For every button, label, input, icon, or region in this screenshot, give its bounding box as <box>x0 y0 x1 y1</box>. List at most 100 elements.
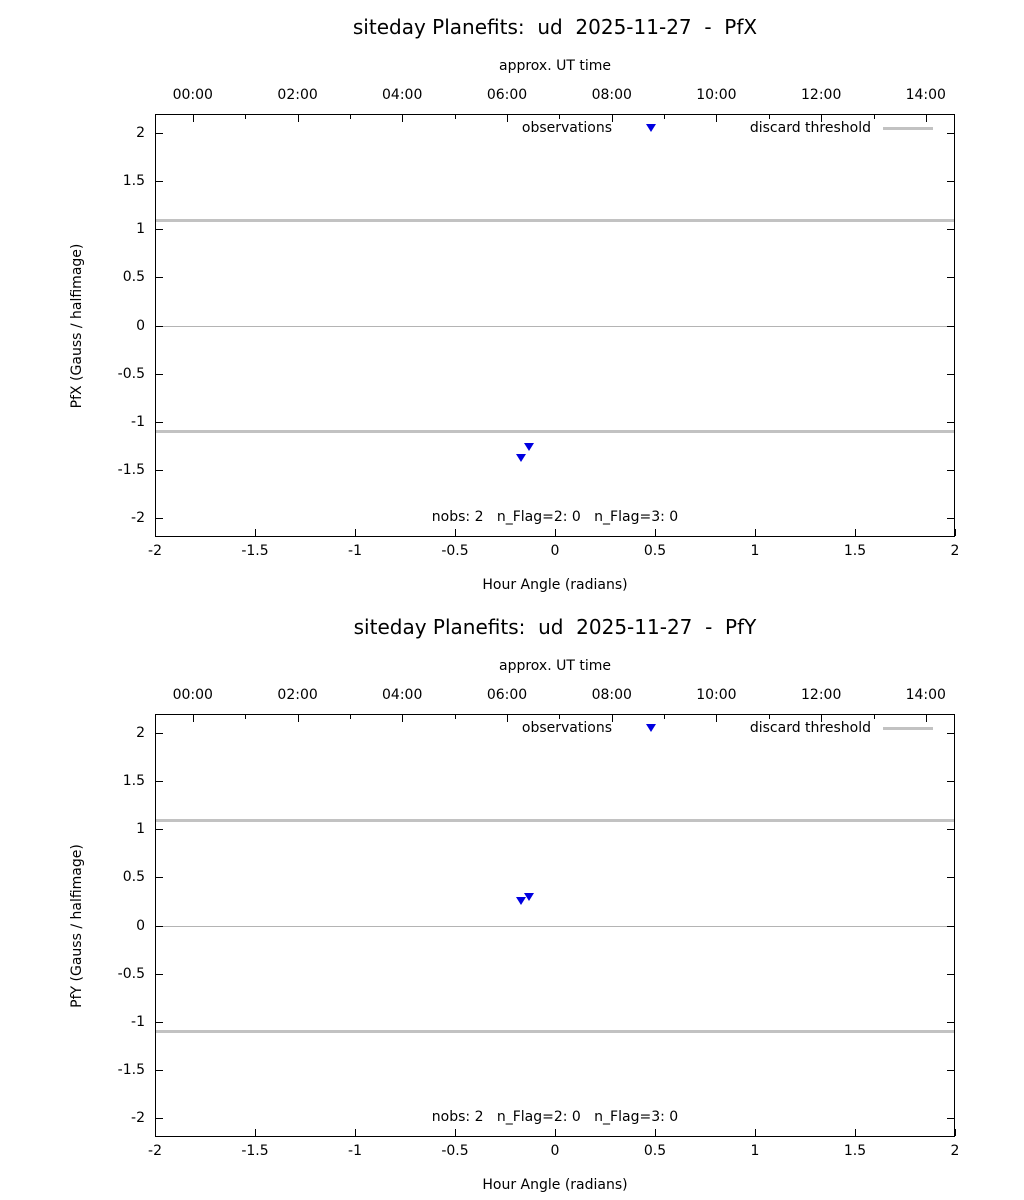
ut-time-minor-tick <box>245 115 246 119</box>
y-tick-label: 1.5 <box>122 773 145 789</box>
hour-angle-tick-label: -1 <box>348 543 362 559</box>
y-tick-right <box>947 277 954 278</box>
y-axis-label: PfX (Gauss / halfimage) <box>69 243 85 408</box>
y-tick-label: 1.5 <box>122 173 145 189</box>
y-tick-right <box>947 974 954 975</box>
legend-threshold-label: discard threshold <box>749 120 871 136</box>
hour-angle-tick-label: -1.5 <box>241 543 269 559</box>
pfx-chart: siteday Planefits: ud 2025-11-27 - PfX ap… <box>69 15 959 593</box>
ut-time-major-tick <box>298 115 299 122</box>
legend-observations-label: observations <box>521 720 612 736</box>
y-tick-left <box>156 1022 163 1023</box>
hour-angle-tick-label: 0.5 <box>643 543 667 559</box>
zero-line <box>156 326 954 327</box>
y-tick-label: 0.5 <box>122 869 145 885</box>
hour-angle-tick <box>955 529 956 536</box>
ut-time-tick-label: 06:00 <box>486 687 528 703</box>
y-tick-right <box>947 829 954 830</box>
ut-time-tick-label: 02:00 <box>277 687 318 703</box>
y-tick-label: -0.5 <box>117 366 145 382</box>
y-tick-left <box>156 781 163 782</box>
ut-time-tick-label: 12:00 <box>801 687 842 703</box>
hour-angle-tick <box>755 1129 756 1136</box>
ut-time-minor-tick <box>769 115 770 119</box>
chart-title: siteday Planefits: ud 2025-11-27 - PfY <box>353 615 757 639</box>
y-tick-label: 1 <box>136 221 145 237</box>
y-tick-left <box>156 829 163 830</box>
ut-time-tick-label: 04:00 <box>382 87 423 103</box>
y-tick-right <box>947 518 954 519</box>
y-tick-right <box>947 374 954 375</box>
nobs-annotation: nobs: 2 n_Flag=2: 0 n_Flag=3: 0 <box>431 1109 679 1125</box>
hour-angle-tick-label: 1.5 <box>843 1143 867 1159</box>
ut-time-major-tick <box>612 115 613 122</box>
hour-angle-tick <box>555 529 556 536</box>
ut-time-tick-label: 14:00 <box>905 687 946 703</box>
legend-threshold-label: discard threshold <box>749 720 871 736</box>
ut-time-tick-label: 02:00 <box>277 87 318 103</box>
y-tick-left <box>156 877 163 878</box>
hour-angle-tick <box>855 529 856 536</box>
hour-angle-tick <box>955 1129 956 1136</box>
hour-angle-tick <box>755 529 756 536</box>
y-tick-label: 0 <box>136 918 145 934</box>
ut-time-major-tick <box>612 715 613 722</box>
ut-time-major-tick <box>193 115 194 122</box>
hour-angle-tick <box>155 529 156 536</box>
y-tick-left <box>156 133 163 134</box>
x-axis-label: Hour Angle (radians) <box>482 577 628 593</box>
ut-time-tick-label: 14:00 <box>905 87 946 103</box>
ut-time-major-tick <box>507 115 508 122</box>
y-tick-right <box>947 1118 954 1119</box>
hour-angle-tick-label: -2 <box>148 1143 162 1159</box>
chart-title: siteday Planefits: ud 2025-11-27 - PfX <box>352 15 758 39</box>
y-tick-left <box>156 518 163 519</box>
y-tick-right <box>947 877 954 878</box>
y-tick-right <box>947 181 954 182</box>
y-tick-left <box>156 181 163 182</box>
ut-time-major-tick <box>193 715 194 722</box>
ut-time-tick-label: 10:00 <box>696 687 737 703</box>
y-tick-label: 2 <box>136 125 145 141</box>
ut-time-tick-label: 00:00 <box>172 687 213 703</box>
hour-angle-tick <box>455 1129 456 1136</box>
hour-angle-tick-label: -1.5 <box>241 1143 269 1159</box>
y-tick-label: -1 <box>131 1014 145 1030</box>
hour-angle-tick <box>355 529 356 536</box>
y-tick-right <box>947 926 954 927</box>
y-tick-label: 2 <box>136 725 145 741</box>
ut-time-tick-label: 08:00 <box>591 687 632 703</box>
y-tick-right <box>947 733 954 734</box>
ut-time-major-tick <box>926 115 927 122</box>
hour-angle-tick <box>155 1129 156 1136</box>
y-tick-left <box>156 374 163 375</box>
observation-marker <box>524 443 534 451</box>
y-tick-right <box>947 1070 954 1071</box>
hour-angle-tick-label: -2 <box>148 543 162 559</box>
ut-time-axis-label: approx. UT time <box>499 58 611 74</box>
ut-time-minor-tick <box>455 115 456 119</box>
ut-time-major-tick <box>402 715 403 722</box>
hour-angle-tick-label: -0.5 <box>441 1143 469 1159</box>
ut-time-major-tick <box>821 715 822 722</box>
y-tick-left <box>156 926 163 927</box>
y-tick-right <box>947 422 954 423</box>
hour-angle-tick-label: 1 <box>750 1143 760 1159</box>
plot-frame <box>155 114 955 537</box>
hour-angle-tick-label: -1 <box>348 1143 362 1159</box>
y-tick-right <box>947 133 954 134</box>
y-tick-label: -1.5 <box>117 462 145 478</box>
hour-angle-tick-label: 0 <box>550 543 560 559</box>
hour-angle-tick <box>555 1129 556 1136</box>
observation-marker <box>524 893 534 901</box>
pfy-chart: siteday Planefits: ud 2025-11-27 - PfY ap… <box>0 600 1024 1200</box>
ut-time-minor-tick <box>874 115 875 119</box>
x-axis-label: Hour Angle (radians) <box>482 1177 628 1193</box>
y-tick-right <box>947 1022 954 1023</box>
y-tick-right <box>947 229 954 230</box>
hour-angle-tick-label: -0.5 <box>441 543 469 559</box>
observation-marker <box>516 454 526 462</box>
hour-angle-tick <box>855 1129 856 1136</box>
ut-time-minor-tick <box>874 715 875 719</box>
y-tick-right <box>947 326 954 327</box>
